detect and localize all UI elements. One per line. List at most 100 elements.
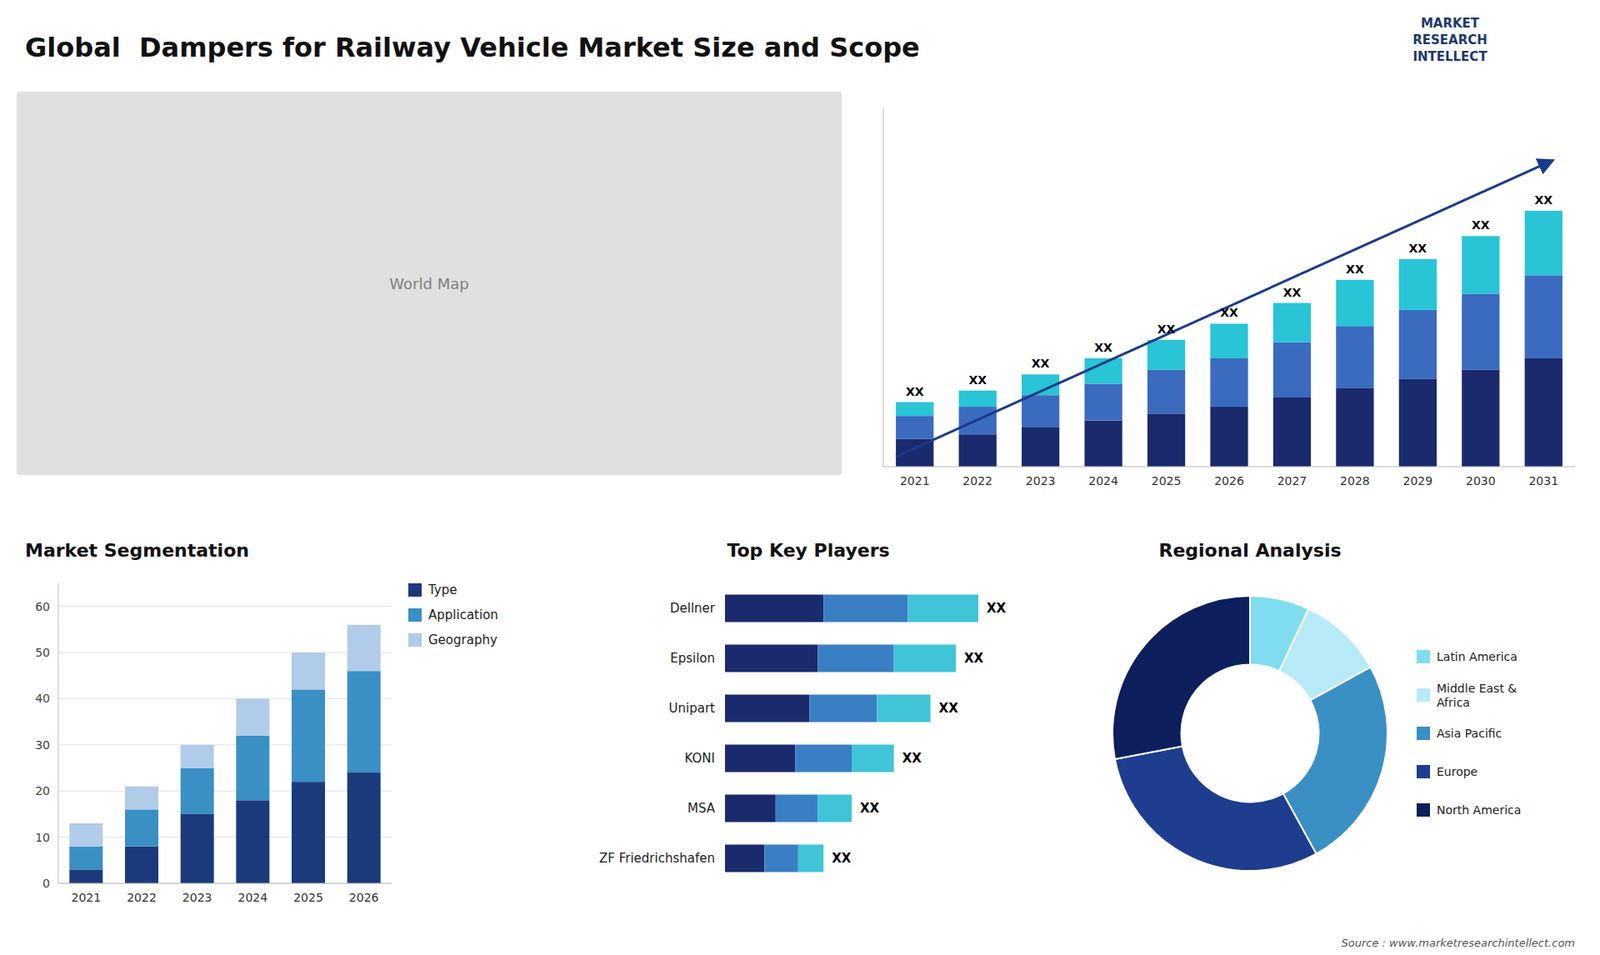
bar-segment xyxy=(1525,358,1563,467)
bar-segment xyxy=(1525,210,1563,275)
bar-segment xyxy=(125,846,159,884)
grid-line xyxy=(58,883,392,885)
bar-segment xyxy=(959,434,997,467)
map-placeholder xyxy=(16,91,842,475)
bar-segment xyxy=(1273,342,1311,398)
pie-chart: Regional AnalysisLatin AmericaMiddle Eas… xyxy=(1112,540,1521,871)
bar-label: XX xyxy=(986,600,1007,616)
x-tick-label: 2021 xyxy=(900,474,930,488)
bar-segment xyxy=(895,415,934,440)
legend-swatch xyxy=(1416,726,1430,740)
legend-label: North America xyxy=(1436,803,1521,817)
bar-segment xyxy=(725,695,810,723)
bar-label: XX xyxy=(902,750,923,766)
y-tick-label: 50 xyxy=(35,645,50,660)
text-line: Africa xyxy=(1436,695,1470,710)
bar-segment xyxy=(1273,303,1311,343)
bar-segment xyxy=(1021,427,1060,467)
grid-line xyxy=(58,790,392,792)
bar-segment xyxy=(908,595,979,623)
x-tick-label: 2027 xyxy=(1277,474,1308,488)
y-tick-label: MSA xyxy=(687,800,716,816)
bar-segment xyxy=(1273,397,1311,467)
chart-title: Top Key Players xyxy=(726,540,890,561)
x-tick-label: 2021 xyxy=(71,890,102,905)
bar-segment xyxy=(1335,280,1374,326)
legend-label: Asia Pacific xyxy=(1436,726,1502,740)
y-tick-label: 30 xyxy=(35,738,50,752)
bar-segment xyxy=(180,814,215,884)
y-tick-label: ZF Friedrichshafen xyxy=(599,850,715,866)
legend-swatch xyxy=(1416,650,1430,664)
bar-segment xyxy=(1461,370,1500,467)
bar-chart: 2021202220232024202520262027202820292030… xyxy=(883,108,1575,488)
bar-segment xyxy=(125,809,159,846)
bar-segment xyxy=(725,845,765,873)
legend-label: Application xyxy=(428,607,499,623)
bar-segment xyxy=(764,845,799,873)
bar-label: XX xyxy=(1031,356,1050,370)
dashboard: Global Dampers for Railway Vehicle Marke… xyxy=(0,0,1600,955)
bar-segment xyxy=(347,772,381,884)
bar-label: XX xyxy=(1345,262,1365,276)
legend-swatch xyxy=(1416,803,1430,817)
bar-segment xyxy=(347,670,381,773)
bar-segment xyxy=(725,595,824,623)
bar-segment xyxy=(235,698,270,735)
bar-segment xyxy=(69,823,103,847)
y-tick-label: 0 xyxy=(42,876,50,890)
chart-title: Market Segmentation xyxy=(25,540,250,561)
y-axis-line xyxy=(883,108,885,467)
page-title: Global Dampers for Railway Vehicle Marke… xyxy=(25,31,920,64)
grid-line xyxy=(58,744,392,745)
y-tick-label: KONI xyxy=(685,750,715,766)
source-text: Source : www.marketresearchintellect.com xyxy=(1341,936,1576,950)
bar-segment xyxy=(1084,383,1122,420)
legend-swatch xyxy=(408,583,422,597)
bar-segment xyxy=(775,795,819,823)
bar-segment xyxy=(823,595,908,623)
x-tick-label: 2030 xyxy=(1465,474,1496,488)
bars xyxy=(69,625,380,884)
bar-segment xyxy=(69,846,103,870)
bar-segment xyxy=(1335,325,1374,389)
x-tick-label: 2023 xyxy=(1025,474,1056,488)
x-tick-label: 2023 xyxy=(182,890,213,905)
bar-label: XX xyxy=(1534,193,1553,207)
grid-line xyxy=(58,605,392,607)
grid-line xyxy=(58,836,392,838)
bar-segment xyxy=(180,745,215,769)
x-tick-label: 2022 xyxy=(962,474,993,488)
bar-segment xyxy=(1525,275,1563,359)
bar-segment xyxy=(1210,323,1248,359)
bar-segment xyxy=(795,745,852,773)
x-tick-label: 2026 xyxy=(1214,474,1245,488)
legend-label: Europe xyxy=(1436,765,1478,779)
bars xyxy=(895,210,1563,467)
bar-segment xyxy=(725,745,795,773)
pie-slice xyxy=(1115,745,1317,871)
x-axis-line xyxy=(883,466,1575,468)
bar-label: XX xyxy=(1157,322,1176,336)
bar-segment xyxy=(1461,293,1500,370)
bar-segment xyxy=(235,800,270,884)
y-tick-label: 40 xyxy=(35,691,50,705)
bar-segment xyxy=(1147,413,1185,467)
bar-label: XX xyxy=(1283,285,1302,300)
legend-swatch xyxy=(1416,688,1430,702)
legend-label: Middle East &Africa xyxy=(1436,681,1517,710)
bar-segment xyxy=(1399,310,1437,380)
text-line: INTELLECT xyxy=(1412,49,1488,65)
bar-segment xyxy=(69,869,103,884)
y-tick-label: Dellner xyxy=(670,600,716,616)
bar-segment xyxy=(235,735,270,801)
grid-line xyxy=(58,652,392,654)
trend-arrow xyxy=(895,160,1552,457)
text-line: MARKET xyxy=(1420,15,1480,31)
x-tick-label: 2025 xyxy=(1151,474,1182,488)
x-tick-label: 2024 xyxy=(238,890,269,905)
bar-segment xyxy=(894,645,956,673)
y-tick-label: 60 xyxy=(35,600,50,614)
bars xyxy=(725,595,979,873)
text-line: RESEARCH xyxy=(1412,32,1488,48)
